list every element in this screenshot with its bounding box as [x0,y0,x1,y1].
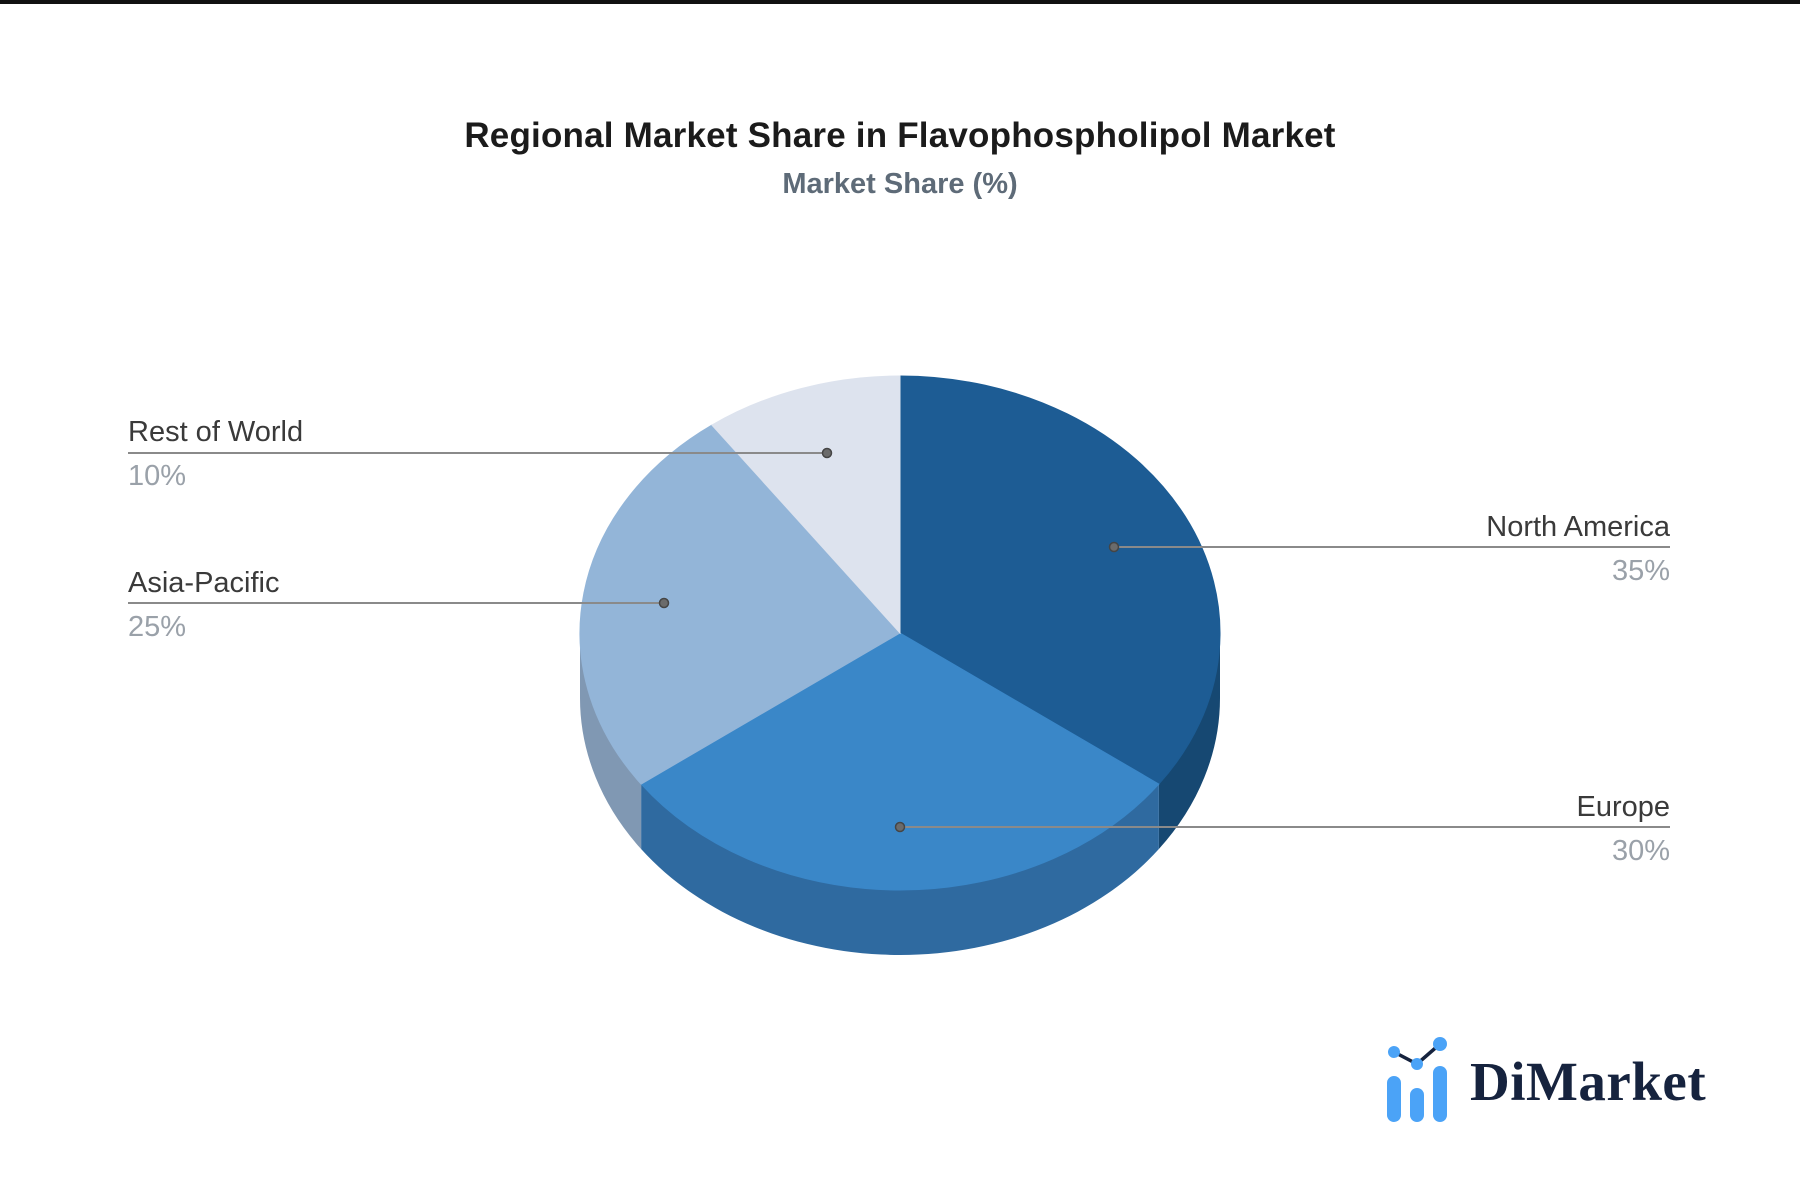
window-top-edge [0,0,1800,4]
logo-dot [1433,1037,1447,1051]
pie-slice-asia-pacific[interactable] [579,424,901,785]
logo-bar [1410,1088,1424,1122]
logo-bar [1433,1066,1447,1122]
pie-slice-rest-of-world[interactable] [711,375,901,635]
value-north-america: 35% [1611,555,1670,587]
pie-side-north-america [1158,633,1220,850]
label-asia-pacific: Asia-Pacific [128,567,280,599]
chart-subtitle: Market Share (%) [782,168,1018,200]
pie-side-europe [641,784,1159,956]
value-europe: 30% [1611,835,1670,867]
label-rest-of-world: Rest of World [128,416,304,448]
logo-dot [1411,1058,1423,1070]
chart-title: Regional Market Share in Flavophospholip… [464,116,1336,155]
brand-logo[interactable]: DiMarket [1386,1036,1706,1136]
leader-dot-asia-pacific [658,597,670,609]
leader-dot-north-america [1108,541,1120,553]
logo-dot [1388,1046,1400,1058]
logo-bar [1387,1076,1401,1122]
label-north-america: North America [1486,511,1670,543]
label-europe: Europe [1576,791,1670,823]
pie-side-asia-pacific [580,633,642,850]
pie-slice-europe[interactable] [640,632,1160,891]
value-rest-of-world: 10% [128,460,187,492]
brand-name: DiMarket [1470,1051,1707,1112]
value-asia-pacific: 25% [128,611,187,643]
bar-chart-logo-icon [1387,1037,1447,1122]
leader-dot-europe [894,821,906,833]
pie-slice-north-america[interactable] [899,375,1221,785]
leader-dot-rest-of-world [821,447,833,459]
